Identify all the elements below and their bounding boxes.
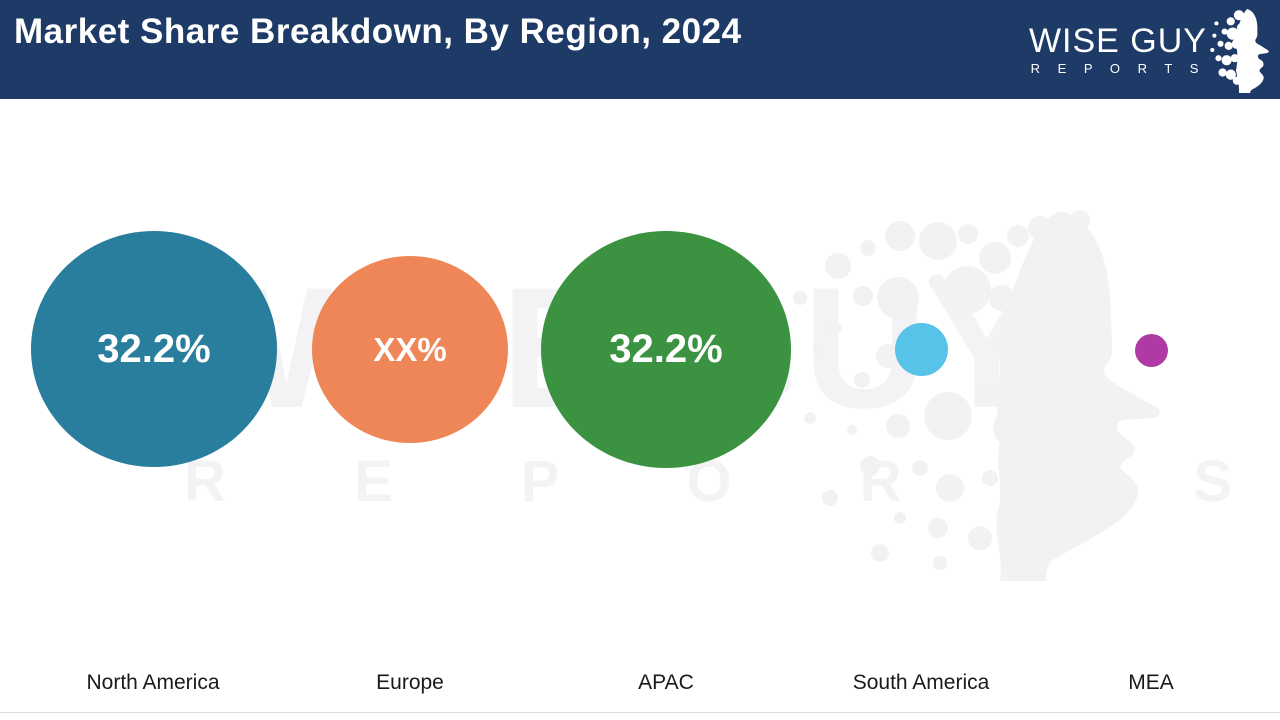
baseline-divider <box>0 712 1280 713</box>
category-label-north-america: North America <box>86 671 220 694</box>
category-label-europe: Europe <box>376 671 444 694</box>
page-title: Market Share Breakdown, By Region, 2024 <box>14 12 742 51</box>
title-bar: Market Share Breakdown, By Region, 2024 … <box>0 0 1280 99</box>
brand-head-icon <box>1210 9 1269 93</box>
watermark-head-icon <box>793 210 1160 581</box>
category-label-mea: MEA <box>1128 671 1174 694</box>
bubble-mea <box>1135 334 1168 367</box>
bubble-europe: XX% <box>312 256 508 443</box>
bubble-south-america <box>895 323 948 376</box>
bubble-apac: 32.2% <box>541 231 791 468</box>
brand-logo-text: WISE GUY R E P O R T S <box>1028 22 1207 76</box>
bubble-north-america: 32.2% <box>31 231 277 467</box>
watermark-reports-text: R E P O R T S <box>184 449 1280 514</box>
bubble-value-apac: 32.2% <box>609 327 723 371</box>
brand-subtitle: R E P O R T S <box>1030 60 1206 76</box>
brand-name: WISE GUY <box>1028 22 1207 61</box>
bubble-value-europe: XX% <box>373 330 447 368</box>
category-label-apac: APAC <box>638 671 694 694</box>
category-label-south-america: South America <box>852 671 990 694</box>
brand-logo: WISE GUY R E P O R T S <box>1029 4 1272 96</box>
bubble-value-north-america: 32.2% <box>97 326 211 371</box>
